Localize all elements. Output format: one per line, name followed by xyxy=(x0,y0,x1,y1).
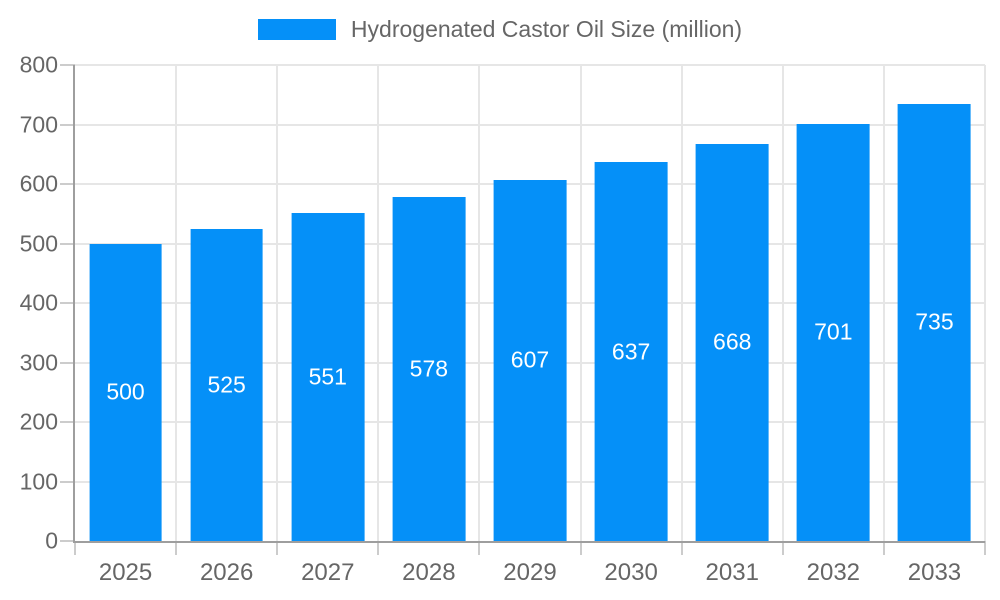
x-axis-tick xyxy=(680,541,683,555)
y-axis-tick xyxy=(60,183,75,185)
bar-2033[interactable]: 735 xyxy=(898,103,971,541)
x-axis-label: 2033 xyxy=(907,559,962,586)
y-axis-label: 800 xyxy=(19,51,58,78)
y-axis-label: 200 xyxy=(19,408,58,435)
bar-2027[interactable]: 551 xyxy=(291,213,365,541)
y-axis-tick xyxy=(60,64,75,66)
x-axis-label: 2028 xyxy=(402,559,456,586)
y-axis-label: 400 xyxy=(19,289,58,316)
gridline-vertical xyxy=(175,65,178,541)
y-axis-tick xyxy=(60,302,75,304)
legend-label: Hydrogenated Castor Oil Size (million) xyxy=(350,16,743,42)
x-axis-tick xyxy=(478,541,481,555)
x-axis-tick xyxy=(175,541,178,555)
x-axis-tick xyxy=(377,541,380,555)
x-axis-label: 2029 xyxy=(503,559,557,586)
y-axis-tick xyxy=(60,361,75,364)
bar-value-label: 525 xyxy=(207,371,246,398)
gridline-horizontal xyxy=(75,64,985,66)
plot-area: 0 100 200 300 400 500 600 700 800 500 2025 525 2026 5… xyxy=(20,53,986,585)
x-axis-tick xyxy=(276,541,279,555)
bar-2028[interactable]: 578 xyxy=(392,197,466,541)
y-axis-label: 500 xyxy=(19,230,58,256)
x-axis-label: 2031 xyxy=(705,559,759,586)
x-axis-line xyxy=(73,541,985,543)
y-axis-tick xyxy=(60,123,75,126)
bar-value-label: 735 xyxy=(915,308,954,335)
gridline-vertical xyxy=(984,65,986,541)
bar-2029[interactable]: 607 xyxy=(493,179,567,541)
x-axis-label: 2030 xyxy=(604,559,658,586)
bar-2026[interactable]: 525 xyxy=(190,228,264,541)
bar-value-label: 668 xyxy=(713,328,752,355)
bar-2032[interactable]: 701 xyxy=(796,123,870,541)
y-axis-tick xyxy=(60,242,75,245)
legend-swatch xyxy=(257,19,336,40)
y-axis-line xyxy=(73,65,75,541)
gridline-vertical xyxy=(377,65,380,541)
legend-item[interactable]: Hydrogenated Castor Oil Size (million) xyxy=(257,16,743,43)
x-axis-label: 2032 xyxy=(806,559,861,586)
gridline-vertical xyxy=(579,65,582,541)
bar-value-label: 607 xyxy=(510,346,550,373)
gridline-horizontal xyxy=(75,123,985,126)
y-axis-label: 100 xyxy=(19,468,58,494)
x-axis-tick xyxy=(882,541,885,555)
y-axis-tick xyxy=(60,421,75,423)
bar-value-label: 578 xyxy=(409,355,449,382)
y-axis-tick xyxy=(60,480,75,483)
bar-2031[interactable]: 668 xyxy=(695,143,769,541)
gridline-vertical xyxy=(882,65,885,541)
legend: Hydrogenated Castor Oil Size (million) xyxy=(0,16,1000,43)
x-axis-label: 2027 xyxy=(301,559,355,586)
bar-value-label: 701 xyxy=(814,318,853,345)
bar-2025[interactable]: 500 xyxy=(89,243,162,541)
bar-value-label: 500 xyxy=(106,378,145,405)
gridline-vertical xyxy=(478,65,481,541)
x-axis-label: 2025 xyxy=(98,559,153,586)
gridline-vertical xyxy=(276,65,279,541)
bar-2030[interactable]: 637 xyxy=(594,162,668,541)
gridline-vertical xyxy=(680,65,683,541)
x-axis-tick xyxy=(74,541,76,555)
y-axis-tick xyxy=(60,540,75,542)
gridline-vertical xyxy=(781,65,784,541)
y-axis-label: 700 xyxy=(19,111,58,137)
y-axis-label: 300 xyxy=(19,349,58,375)
y-axis-label: 600 xyxy=(19,170,58,197)
bar-value-label: 637 xyxy=(611,338,651,364)
y-axis-label: 0 xyxy=(45,527,58,554)
x-axis-tick xyxy=(781,541,784,555)
x-axis-label: 2026 xyxy=(199,559,254,586)
x-axis-tick xyxy=(984,541,986,555)
bar-value-label: 551 xyxy=(308,363,347,390)
x-axis-tick xyxy=(579,541,582,555)
